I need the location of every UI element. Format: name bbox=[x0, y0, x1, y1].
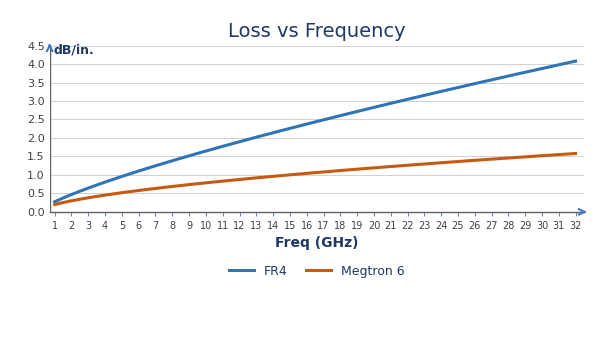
FR4 bbox=[361, 108, 368, 112]
FR4 bbox=[298, 123, 305, 127]
Megtron 6 bbox=[333, 169, 340, 173]
Megtron 6 bbox=[559, 152, 566, 156]
Line: FR4: FR4 bbox=[55, 61, 575, 202]
Legend: FR4, Megtron 6: FR4, Megtron 6 bbox=[224, 260, 410, 283]
FR4 bbox=[572, 59, 579, 63]
Megtron 6 bbox=[478, 158, 485, 162]
Title: Loss vs Frequency: Loss vs Frequency bbox=[228, 22, 406, 41]
Line: Megtron 6: Megtron 6 bbox=[55, 153, 575, 205]
Text: dB/in.: dB/in. bbox=[54, 43, 95, 56]
FR4 bbox=[302, 122, 309, 127]
FR4 bbox=[333, 114, 340, 119]
Megtron 6 bbox=[572, 151, 579, 156]
X-axis label: Freq (GHz): Freq (GHz) bbox=[275, 236, 359, 251]
Megtron 6 bbox=[298, 172, 305, 176]
FR4 bbox=[559, 62, 566, 66]
Megtron 6 bbox=[51, 202, 58, 207]
FR4 bbox=[478, 80, 485, 84]
Megtron 6 bbox=[361, 167, 368, 171]
Megtron 6 bbox=[302, 171, 309, 176]
FR4 bbox=[51, 199, 58, 204]
